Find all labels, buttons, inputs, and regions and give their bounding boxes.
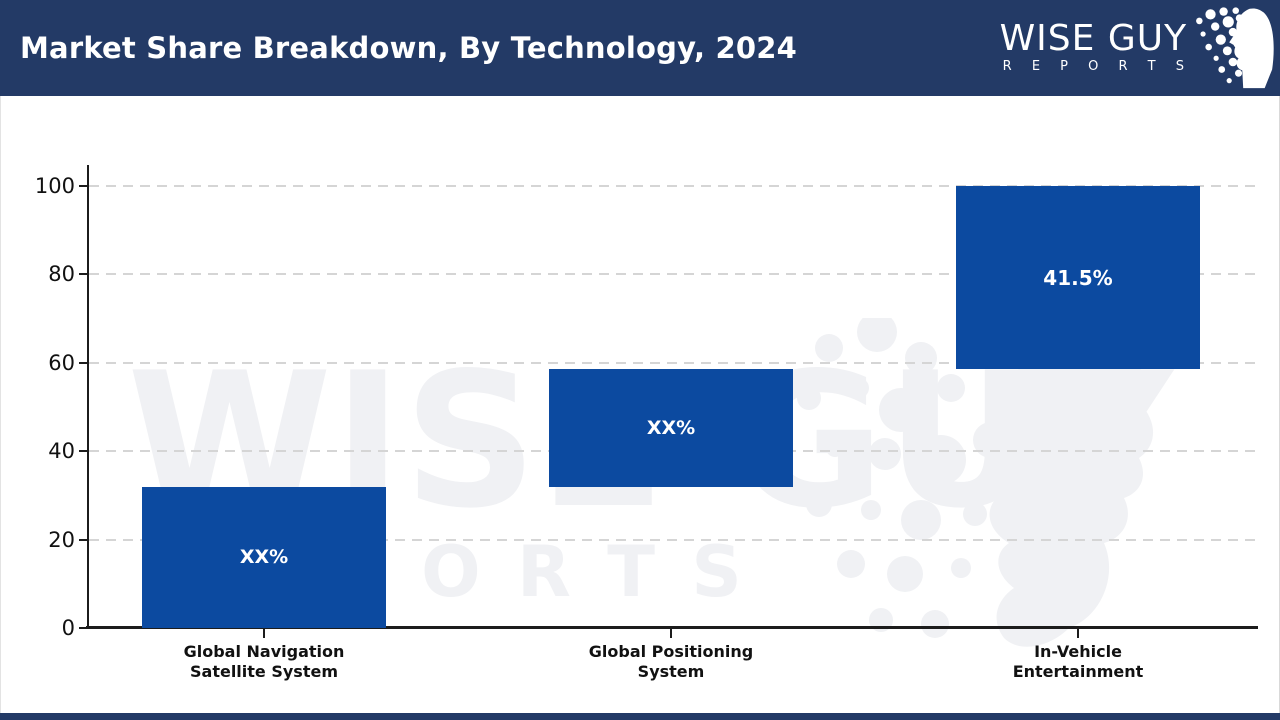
- y-axis-line: [87, 165, 89, 629]
- brand-face-icon: [1196, 7, 1274, 89]
- bar-value-label: XX%: [646, 416, 696, 439]
- y-tick-mark: [79, 538, 87, 541]
- y-tick-mark: [79, 450, 87, 453]
- y-tick-label: 60: [48, 350, 75, 375]
- x-tick-mark: [1077, 629, 1079, 638]
- watermark-face-icon: [797, 318, 1154, 647]
- gridline-y100: [89, 185, 1257, 187]
- x-category-label: Global Positioning System: [588, 642, 754, 681]
- chart-canvas: WISE GUY R E P O R T S 020406080100XX%Gl…: [0, 96, 1280, 713]
- y-tick-mark: [79, 273, 87, 276]
- x-tick-mark: [263, 629, 265, 638]
- brand-logo: WISE GUY R E P O R T S: [995, 20, 1192, 75]
- x-axis-line: [86, 626, 1258, 629]
- gridline-y20: [89, 538, 1257, 541]
- bar-1: XX%: [142, 486, 386, 628]
- y-tick-label: 0: [61, 616, 75, 640]
- y-tick-label: 100: [34, 174, 75, 198]
- y-tick-label: 40: [48, 439, 75, 464]
- chart-title: Market Share Breakdown, By Technology, 2…: [20, 31, 798, 65]
- y-tick-label: 20: [48, 527, 75, 552]
- y-tick-mark: [79, 627, 87, 629]
- bar-value-label: XX%: [239, 546, 289, 569]
- x-category-label: In-Vehicle Entertainment: [1012, 642, 1144, 681]
- header-bar: Market Share Breakdown, By Technology, 2…: [0, 0, 1280, 96]
- gridline-y80: [89, 273, 1257, 276]
- x-tick-mark: [670, 629, 672, 638]
- footer-bar: [0, 713, 1280, 720]
- y-tick-label: 80: [48, 262, 75, 287]
- y-tick-mark: [79, 361, 87, 364]
- gridline-y60: [89, 361, 1257, 364]
- bar-value-label: 41.5%: [1043, 265, 1113, 290]
- y-tick-mark: [79, 185, 87, 187]
- x-category-label: Global Navigation Satellite System: [183, 642, 345, 681]
- brand-logo-subtitle: R E P O R T S: [1002, 59, 1192, 74]
- brand-logo-name: WISE GUY: [999, 18, 1188, 59]
- bar-3: 41.5%: [956, 186, 1200, 370]
- bar-2: XX%: [549, 369, 793, 487]
